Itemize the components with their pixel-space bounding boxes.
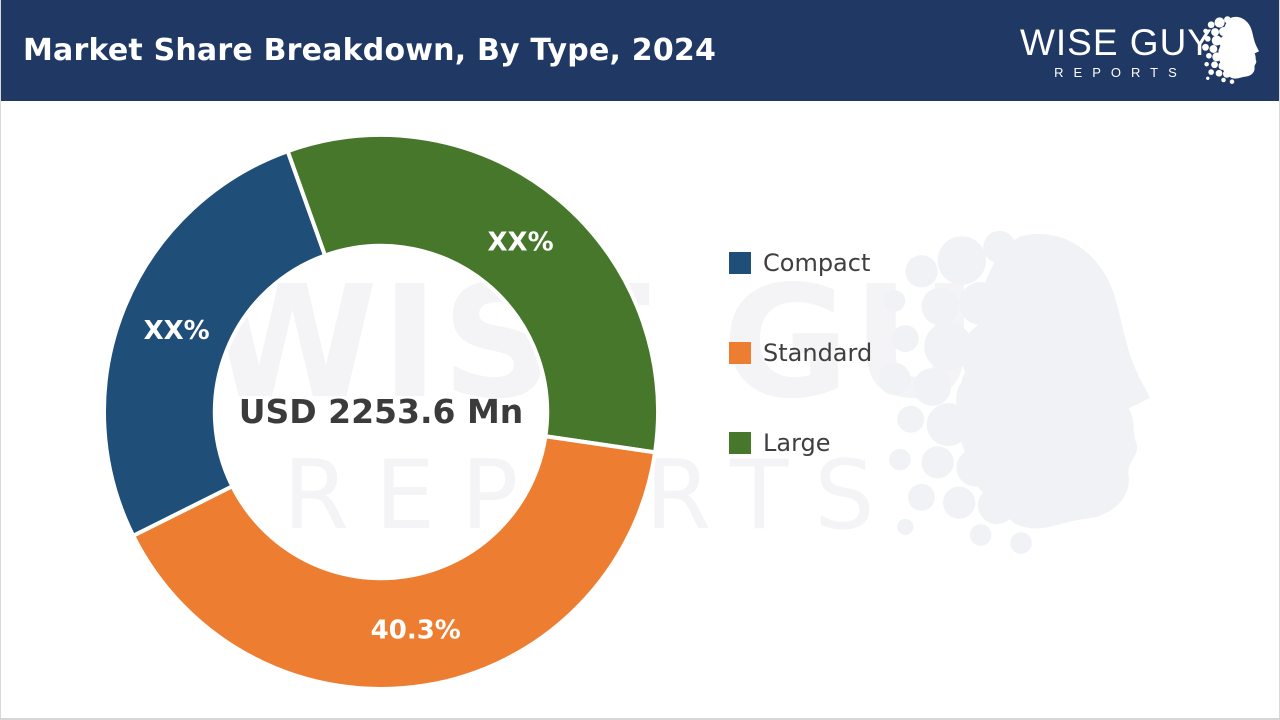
segment-label-standard: 40.3% xyxy=(371,615,461,645)
donut-chart: XX% 40.3% XX% USD 2253.6 Mn xyxy=(102,133,660,691)
legend-label: Large xyxy=(763,429,831,457)
brand-logo: WISE GUY REPORTS xyxy=(1020,10,1263,86)
watermark-face-icon xyxy=(873,209,1169,565)
legend-swatch-large xyxy=(729,432,751,454)
segment-label-compact: XX% xyxy=(144,316,210,346)
logo-face-icon xyxy=(1201,12,1263,86)
legend-item-large: Large xyxy=(729,427,872,459)
donut-segment-compact xyxy=(102,149,327,538)
legend-label: Compact xyxy=(763,249,871,277)
legend-swatch-standard xyxy=(729,342,751,364)
legend-item-compact: Compact xyxy=(729,247,872,279)
logo-subtext: REPORTS xyxy=(1054,65,1187,80)
header-bar: Market Share Breakdown, By Type, 2024 WI… xyxy=(1,0,1279,101)
chart-legend: Compact Standard Large xyxy=(729,247,872,517)
logo-wordmark-block: WISE GUY REPORTS xyxy=(1020,24,1213,79)
legend-item-standard: Standard xyxy=(729,337,872,369)
logo-wordmark: WISE GUY xyxy=(1019,22,1213,63)
legend-swatch-compact xyxy=(729,252,751,274)
donut-segment-standard xyxy=(131,434,658,691)
legend-label: Standard xyxy=(763,339,873,367)
page-title: Market Share Breakdown, By Type, 2024 xyxy=(23,33,717,68)
segment-label-large: XX% xyxy=(488,228,554,258)
donut-segment-large xyxy=(285,133,660,455)
chart-area: WISE GUY REPORTS XX%40.3%XX% USD 2253.6 … xyxy=(1,101,1279,718)
chart-center-value: USD 2253.6 Mn xyxy=(239,392,524,431)
